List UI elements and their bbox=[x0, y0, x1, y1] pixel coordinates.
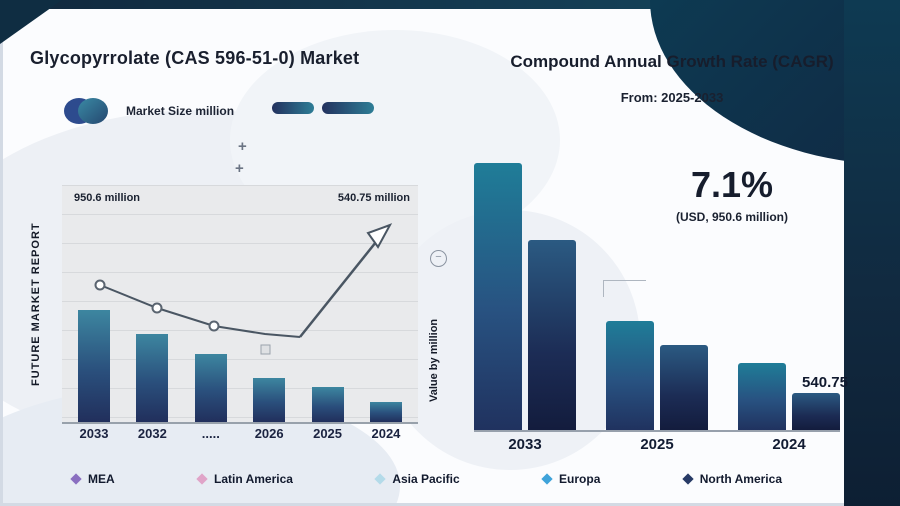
market-bar bbox=[136, 334, 169, 422]
left-x-labels: 2033 2032..... 2026 2025 2024 bbox=[62, 426, 418, 441]
left-bars bbox=[62, 185, 418, 422]
year-label: 2024 bbox=[772, 436, 806, 453]
market-bar bbox=[311, 387, 344, 422]
bar-group bbox=[606, 321, 708, 430]
diamond-icon bbox=[196, 473, 208, 485]
cagr-bar bbox=[474, 163, 522, 430]
year-label: 2033 bbox=[79, 426, 109, 441]
start-value-label: 950.6 million bbox=[74, 192, 141, 204]
market-bar bbox=[78, 310, 110, 422]
diamond-icon bbox=[541, 473, 553, 485]
cagr-note: (USD, 950.6 million) bbox=[675, 210, 789, 224]
year-label: ..... bbox=[201, 426, 220, 441]
legend-item: Latin America bbox=[196, 472, 293, 486]
diamond-icon bbox=[70, 473, 82, 485]
region-legend: MEA Latin America Asia Pacific Europa North … bbox=[70, 472, 782, 486]
pill-shape bbox=[322, 102, 374, 114]
trend-line-arrow bbox=[94, 223, 393, 355]
cagr-bar bbox=[660, 345, 708, 430]
pill-shape bbox=[272, 102, 314, 114]
bar-group bbox=[738, 363, 840, 430]
cagr-value: 7.1% bbox=[690, 164, 774, 205]
legend-label: North America bbox=[699, 472, 782, 486]
right-chart-subtitle: From: 2025-2033 bbox=[620, 90, 724, 105]
market-bar bbox=[194, 354, 227, 422]
legend-item: MEA bbox=[70, 472, 115, 486]
decorative-pills bbox=[272, 102, 374, 114]
end-value-540-label: 540.75 bbox=[802, 374, 848, 391]
right-x-labels: 2033 2025 2024 bbox=[474, 436, 840, 453]
end-value-label: 540.75 million bbox=[337, 192, 410, 204]
year-label: 2025 bbox=[313, 426, 343, 441]
cylinder-icon bbox=[64, 98, 108, 124]
legend-label: Latin America bbox=[214, 472, 293, 486]
right-chart-title: Compound Annual Growth Rate (CAGR) bbox=[510, 52, 834, 71]
legend-item: Europa bbox=[541, 472, 601, 486]
cagr-bar bbox=[738, 363, 786, 430]
diamond-icon bbox=[374, 473, 386, 485]
market-size-legend: Market Size million bbox=[62, 96, 234, 126]
step-line-decoration bbox=[603, 280, 646, 297]
cagr-bar bbox=[528, 240, 576, 430]
cagr-bar bbox=[606, 321, 654, 430]
year-label: 2026 bbox=[254, 426, 284, 441]
legend-item: Asia Pacific bbox=[374, 472, 460, 486]
market-bar bbox=[253, 378, 286, 422]
bar-group bbox=[474, 163, 576, 430]
legend-label: MEA bbox=[88, 472, 115, 486]
left-bar-chart-panel: 950.6 million 540.75 million bbox=[62, 185, 418, 424]
legend-label: Asia Pacific bbox=[392, 472, 460, 486]
year-label: 2032 bbox=[137, 426, 167, 441]
right-accent-band bbox=[844, 0, 900, 506]
year-label: 2024 bbox=[371, 426, 401, 441]
legend-item: North America bbox=[682, 472, 782, 486]
market-bar bbox=[369, 402, 402, 422]
right-bars bbox=[474, 160, 840, 432]
year-label: 2025 bbox=[640, 436, 674, 453]
top-accent-bar bbox=[26, 0, 656, 9]
cagr-bar bbox=[792, 393, 840, 430]
plus-icon: + bbox=[238, 138, 247, 155]
year-label: 2033 bbox=[508, 436, 542, 453]
plus-icon: + bbox=[235, 160, 244, 177]
market-size-legend-label: Market Size million bbox=[126, 104, 235, 118]
future-market-report-label: FUTURE MARKET REPORT bbox=[30, 222, 42, 387]
left-chart-title: Glycopyrrolate (CAS 596-51-0) Market bbox=[30, 48, 360, 68]
minus-circle-icon: − bbox=[430, 250, 447, 267]
legend-label: Europa bbox=[559, 472, 601, 486]
value-axis-label: Value by million bbox=[428, 318, 440, 403]
diamond-icon bbox=[682, 473, 694, 485]
